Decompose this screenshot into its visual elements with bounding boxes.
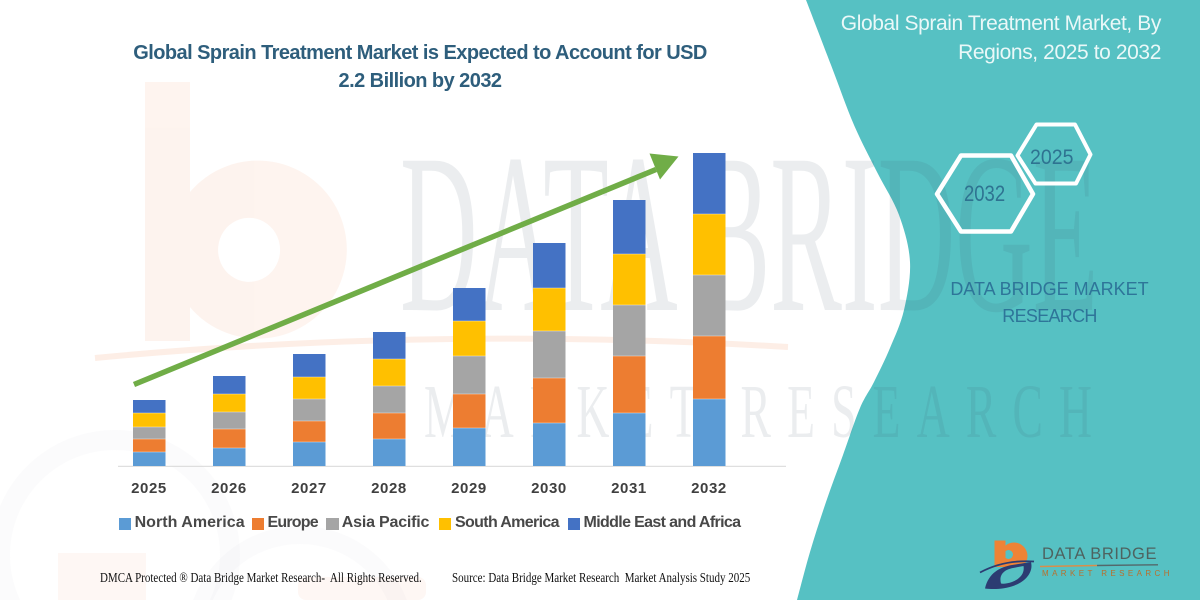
svg-text:MARKET RESEARCH: MARKET RESEARCH (424, 369, 1108, 454)
